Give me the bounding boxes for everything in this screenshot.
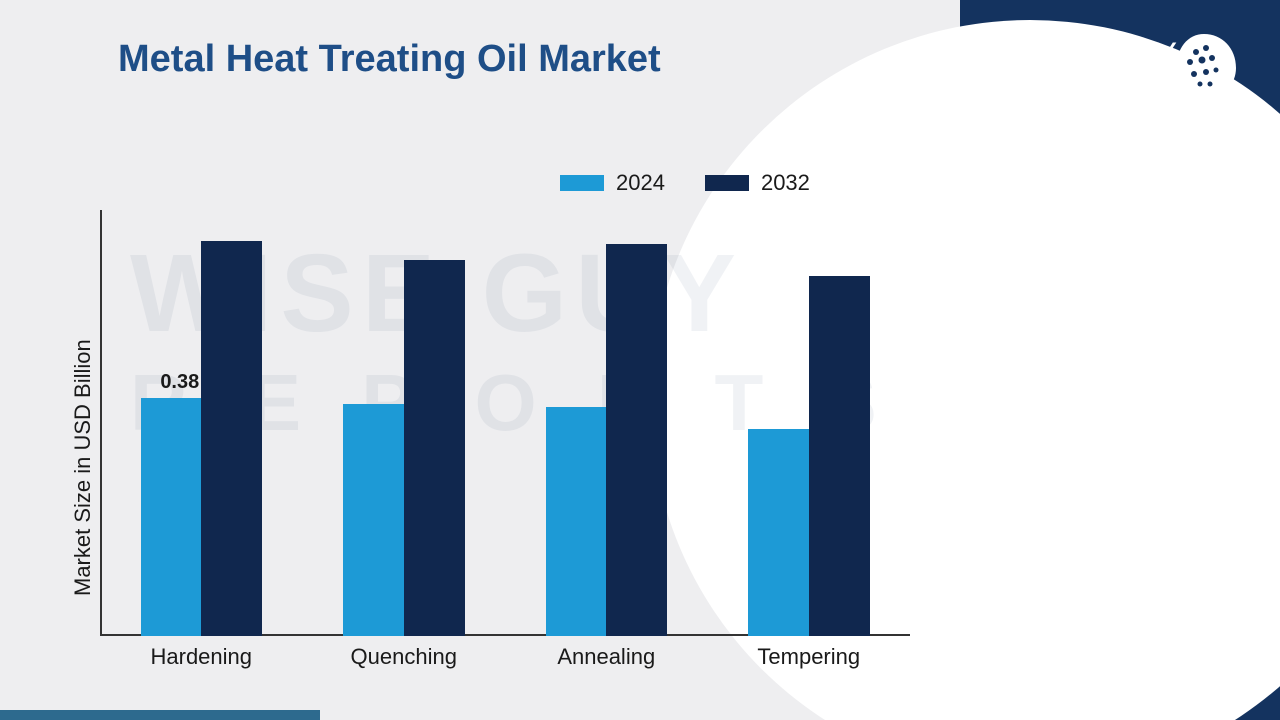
bar — [141, 398, 202, 636]
legend: 2024 2032 — [560, 170, 810, 196]
legend-label: 2032 — [761, 170, 810, 196]
legend-label: 2024 — [616, 170, 665, 196]
x-tick-label: Quenching — [351, 644, 457, 670]
x-tick-label: Annealing — [557, 644, 655, 670]
legend-swatch — [560, 175, 604, 191]
x-tick-label: Tempering — [757, 644, 860, 670]
bar — [809, 276, 870, 636]
bar — [201, 241, 262, 636]
chart-title: Metal Heat Treating Oil Market — [118, 38, 661, 81]
x-tick-label: Hardening — [150, 644, 252, 670]
y-axis — [100, 210, 102, 636]
figure: WISE GUY REPORTS Metal Heat Treating Oil… — [0, 0, 1280, 720]
brand-logo: WISE GUY R E P O R T S — [1000, 36, 1233, 93]
bar — [546, 407, 607, 636]
legend-swatch — [705, 175, 749, 191]
accent-bar — [0, 710, 320, 720]
bar — [606, 244, 667, 636]
head-icon — [1170, 32, 1240, 112]
bar — [343, 404, 404, 636]
bar — [404, 260, 465, 636]
y-axis-label: Market Size in USD Billion — [70, 339, 96, 596]
legend-item: 2024 — [560, 170, 665, 196]
legend-item: 2032 — [705, 170, 810, 196]
data-label: 0.38 — [160, 371, 199, 394]
bar — [748, 429, 809, 636]
plot-area: HardeningQuenchingAnnealingTempering0.38 — [100, 210, 910, 636]
